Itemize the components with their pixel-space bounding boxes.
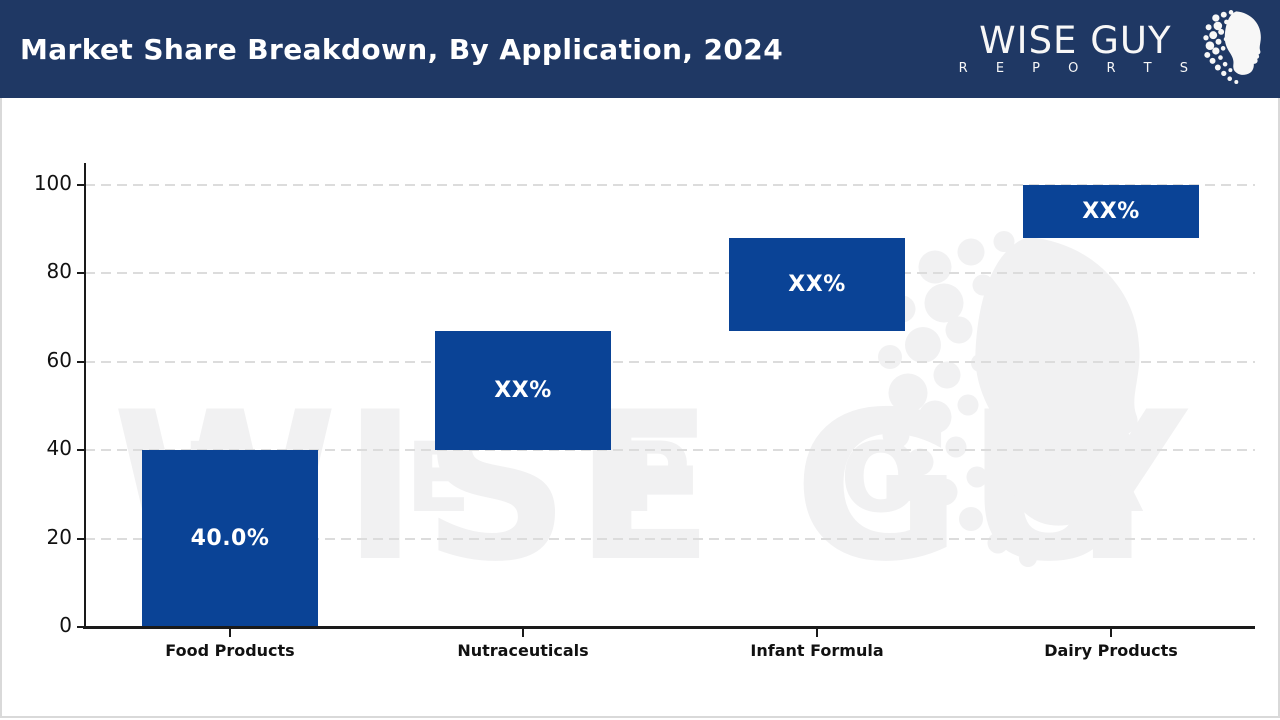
y-tick-label-60: 60 xyxy=(46,347,72,372)
x-axis-line xyxy=(83,626,1255,629)
gridline-20 xyxy=(85,537,1255,540)
x-tick-mark-3 xyxy=(816,629,818,637)
y-tick-mark-60 xyxy=(77,360,85,363)
page-title: Market Share Breakdown, By Application, … xyxy=(20,32,784,66)
gridline-40 xyxy=(85,449,1255,452)
y-tick-mark-100 xyxy=(77,184,85,186)
brand-subname: R E P O R T S xyxy=(958,61,1200,77)
frame-right xyxy=(1278,98,1280,718)
category-label-nutraceuticals: Nutraceuticals xyxy=(457,641,589,660)
y-tick-mark-20 xyxy=(77,537,85,540)
header-bar: Market Share Breakdown, By Application, … xyxy=(0,0,1280,98)
bar-value-label: XX% xyxy=(1082,199,1140,225)
bar-value-label: XX% xyxy=(494,378,552,404)
y-tick-mark-0 xyxy=(77,626,85,628)
frame-bottom xyxy=(0,716,1280,718)
brand-logo: WISE GUY R E P O R T S xyxy=(951,7,1268,91)
y-tick-label-20: 20 xyxy=(46,524,72,549)
category-label-food-products: Food Products xyxy=(165,641,295,660)
gridline-100 xyxy=(85,184,1255,186)
y-tick-mark-80 xyxy=(77,272,85,275)
y-axis-line xyxy=(84,163,86,629)
x-tick-mark-4 xyxy=(1110,629,1112,637)
frame-left xyxy=(0,98,2,718)
gridline-60 xyxy=(85,360,1255,363)
category-label-dairy-products: Dairy Products xyxy=(1044,641,1178,660)
y-tick-label-80: 80 xyxy=(46,259,72,284)
x-tick-mark-1 xyxy=(229,629,231,637)
brand-name: WISE GUY xyxy=(979,18,1172,62)
bar-value-label: XX% xyxy=(788,271,846,297)
y-tick-mark-40 xyxy=(77,449,85,452)
y-tick-label-100: 100 xyxy=(33,171,72,195)
bar-value-label: 40.0% xyxy=(190,526,270,552)
x-tick-mark-2 xyxy=(522,629,524,637)
brand-head-icon xyxy=(1202,7,1268,91)
bar-dairy-products: XX% xyxy=(1023,185,1199,239)
y-tick-label-0: 0 xyxy=(59,613,72,637)
bar-food-products: 40.0% xyxy=(142,450,318,627)
category-label-infant-formula: Infant Formula xyxy=(750,641,884,660)
bar-nutraceuticals: XX% xyxy=(435,330,611,451)
y-tick-label-40: 40 xyxy=(46,436,72,461)
gridline-80 xyxy=(85,272,1255,275)
bar-infant-formula: XX% xyxy=(729,238,905,331)
brand-logo-text: WISE GUY R E P O R T S xyxy=(951,18,1200,77)
